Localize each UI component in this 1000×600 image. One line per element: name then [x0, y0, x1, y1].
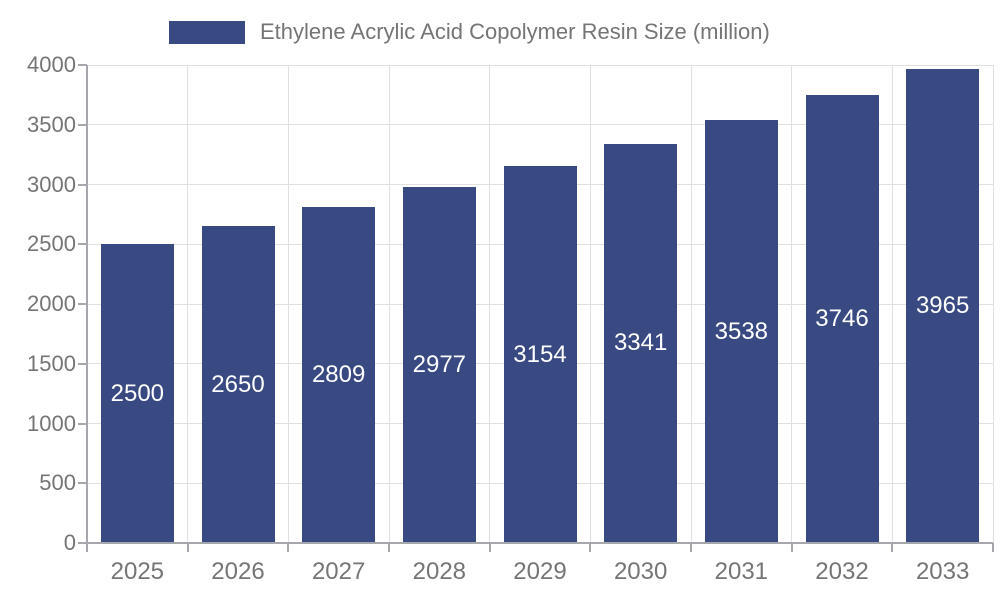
legend-item[interactable]: Ethylene Acrylic Acid Copolymer Resin Si… [169, 19, 770, 44]
bar-value-label: 2977 [412, 351, 467, 379]
v-gridline [489, 65, 491, 543]
bar: 2809 [302, 207, 376, 543]
x-axis-tick [992, 543, 994, 552]
x-axis-tick [388, 543, 390, 552]
bar: 2500 [100, 244, 174, 543]
bar-value-label: 2650 [211, 370, 265, 398]
v-gridline [690, 65, 692, 543]
v-gridline [589, 65, 591, 543]
bar-value-label: 3746 [815, 305, 869, 333]
y-axis-tick-label: 2500 [27, 231, 76, 257]
bar: 3341 [604, 143, 678, 543]
bar: 3538 [704, 120, 778, 543]
bar: 3154 [503, 166, 577, 543]
y-axis-tick [78, 362, 87, 365]
bar: 3746 [805, 95, 879, 543]
x-axis-tick-label: 2031 [714, 558, 769, 585]
y-axis-tick [78, 482, 87, 485]
x-axis-tick-label: 2030 [613, 558, 668, 585]
y-axis-tick [78, 422, 87, 425]
x-axis-tick-label: 2026 [211, 558, 265, 585]
y-axis-tick [78, 542, 87, 544]
x-axis-tick [287, 543, 290, 552]
x-axis-tick-label: 2028 [412, 558, 467, 585]
y-axis-tick-label: 500 [39, 470, 76, 496]
y-axis-tick-label: 2000 [27, 291, 76, 316]
x-axis-tick [488, 543, 491, 552]
bar-value-label: 2809 [311, 361, 366, 389]
v-gridline [791, 65, 793, 543]
bar-value-label: 3341 [613, 329, 668, 357]
x-axis-tick [690, 543, 692, 552]
y-axis-tick [78, 303, 87, 305]
bar: 3965 [906, 69, 980, 543]
bar: 2977 [402, 187, 476, 543]
v-gridline [287, 65, 289, 543]
bar-value-label: 3154 [513, 340, 567, 368]
x-axis-line [87, 542, 993, 544]
y-axis-tick [78, 243, 87, 246]
bar-value-label: 3538 [714, 317, 769, 345]
y-axis-tick-label: 4000 [27, 52, 76, 77]
y-axis-tick-label: 1000 [27, 410, 76, 436]
x-axis-tick-label: 2029 [513, 558, 567, 585]
x-axis-tick [891, 543, 894, 552]
v-gridline [992, 65, 994, 543]
h-gridline [87, 64, 993, 66]
y-axis-line [86, 65, 88, 552]
x-axis-tick [790, 543, 793, 552]
x-axis-tick [186, 543, 189, 552]
y-axis-tick-label: 3500 [27, 111, 76, 137]
y-axis-tick [78, 123, 87, 126]
bar-value-label: 2500 [110, 379, 165, 407]
x-axis-tick-label: 2027 [311, 558, 366, 585]
bar: 2650 [201, 226, 275, 543]
y-axis-tick [78, 183, 87, 186]
y-axis-tick-label: 3000 [27, 171, 76, 197]
y-axis-tick-label: 0 [63, 530, 76, 555]
x-axis-tick-label: 2033 [915, 558, 970, 585]
y-axis-tick [78, 64, 87, 66]
bar-value-label: 3965 [915, 292, 970, 320]
x-axis-tick [589, 543, 592, 552]
legend-swatch [169, 20, 245, 44]
v-gridline [187, 65, 189, 543]
x-axis-tick-label: 2032 [815, 558, 869, 585]
v-gridline [388, 65, 390, 543]
y-axis-tick-label: 1500 [27, 350, 76, 376]
x-axis-tick-label: 2025 [110, 558, 165, 585]
legend-label: Ethylene Acrylic Acid Copolymer Resin Si… [260, 19, 770, 44]
h-gridline [87, 124, 993, 126]
v-gridline [891, 65, 893, 543]
